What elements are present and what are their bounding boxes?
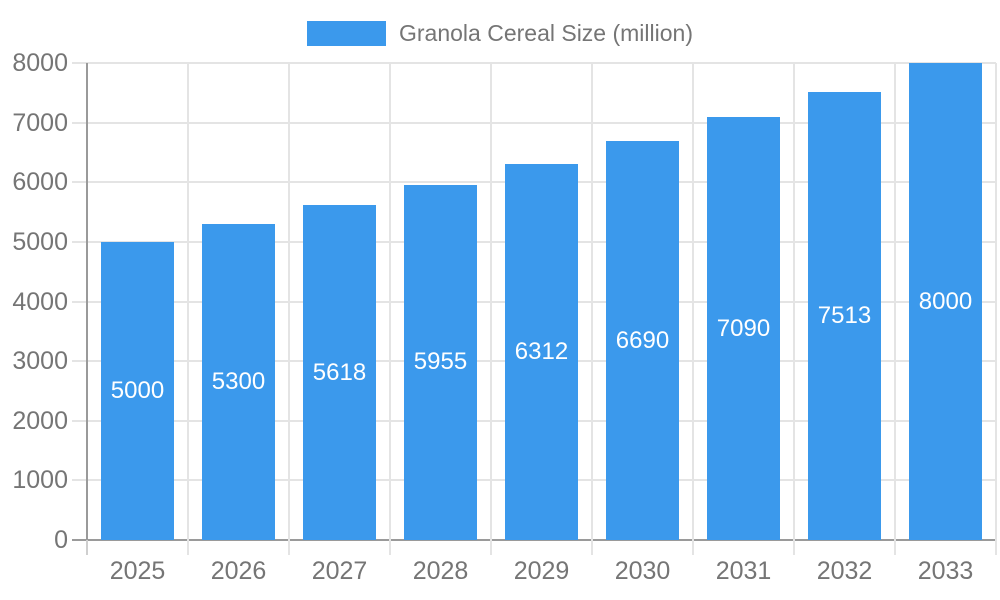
bar-value-label: 6312 <box>514 337 569 365</box>
bar-value-label: 8000 <box>918 287 973 315</box>
v-gridline <box>894 63 896 555</box>
x-axis-label: 2027 <box>311 557 368 585</box>
bar[interactable]: 6690 <box>606 141 679 540</box>
bar-value-label: 6690 <box>615 326 670 354</box>
bar[interactable]: 6312 <box>505 163 578 540</box>
legend-label: Granola Cereal Size (million) <box>399 20 693 46</box>
legend: Granola Cereal Size (million) <box>0 20 1000 47</box>
y-axis-label: 0 <box>54 526 68 554</box>
y-axis-line <box>86 63 88 540</box>
y-axis-label: 4000 <box>12 287 68 316</box>
bar-value-label: 5300 <box>211 367 266 395</box>
y-axis-label: 5000 <box>12 227 68 256</box>
bar[interactable]: 5955 <box>404 184 477 540</box>
v-gridline <box>490 63 492 555</box>
x-axis-label: 2033 <box>917 557 974 585</box>
x-axis-label: 2032 <box>816 557 873 585</box>
v-gridline <box>187 63 189 555</box>
bar-value-label: 7513 <box>817 302 872 329</box>
y-axis-label: 2000 <box>12 406 68 435</box>
bar[interactable]: 5300 <box>202 223 275 540</box>
v-gridline <box>995 63 997 555</box>
x-axis-label: 2025 <box>109 557 166 585</box>
x-axis-label: 2028 <box>412 557 469 585</box>
bar-value-label: 7090 <box>716 314 771 342</box>
y-axis-label: 6000 <box>12 168 68 197</box>
v-gridline <box>692 63 694 555</box>
bar[interactable]: 8000 <box>909 63 982 540</box>
bar[interactable]: 5618 <box>303 205 376 540</box>
x-axis-label: 2031 <box>715 557 772 585</box>
bar[interactable]: 7513 <box>808 92 881 540</box>
legend-swatch-icon <box>307 21 386 46</box>
x-axis-tick <box>86 540 88 555</box>
y-axis-label: 8000 <box>12 49 68 77</box>
h-gridline <box>72 62 996 64</box>
y-axis-label: 1000 <box>12 466 68 495</box>
h-gridline <box>72 121 996 124</box>
x-axis-label: 2026 <box>210 557 267 585</box>
x-axis-label: 2029 <box>513 557 570 585</box>
v-gridline <box>591 63 593 555</box>
x-axis-line <box>72 539 996 541</box>
bar-value-label: 5955 <box>413 348 468 376</box>
y-axis-label: 7000 <box>12 108 68 137</box>
legend-item[interactable]: Granola Cereal Size (million) <box>307 20 693 47</box>
bar[interactable]: 7090 <box>707 117 780 540</box>
v-gridline <box>389 63 391 555</box>
x-axis-label: 2030 <box>614 557 671 585</box>
v-gridline <box>793 63 795 555</box>
bar-value-label: 5618 <box>312 358 367 386</box>
y-axis-label: 3000 <box>12 347 68 376</box>
bar-value-label: 5000 <box>110 376 165 404</box>
v-gridline <box>288 63 290 555</box>
bar[interactable]: 5000 <box>101 241 174 540</box>
